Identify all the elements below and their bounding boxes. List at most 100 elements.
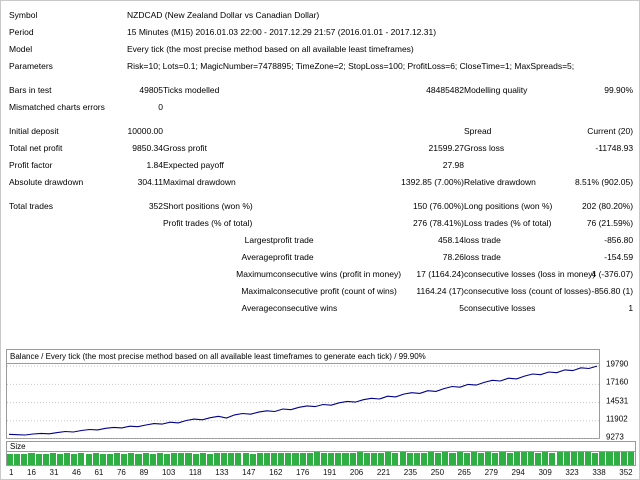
balance-chart: Balance / Every tick (the most precise m…: [6, 349, 636, 442]
stat-label: Total trades: [9, 200, 53, 211]
stat-value: 49805: [139, 84, 163, 95]
stat-label: consecutive losses (loss in money): [464, 268, 596, 279]
x-tick-label: 16: [27, 468, 36, 477]
size-bar: [563, 452, 570, 465]
size-bar: [585, 452, 592, 465]
x-tick-label: 279: [484, 468, 498, 477]
size-bar: [142, 452, 149, 465]
x-tick-label: 221: [376, 468, 391, 477]
stat-value: [127, 299, 163, 316]
stat-label: Absolute drawdown: [9, 176, 84, 187]
size-bars: [7, 452, 635, 465]
stat-label: Modelling quality: [464, 84, 528, 95]
size-bar: [171, 453, 178, 465]
stat-value: 5: [459, 302, 464, 313]
x-tick-label: 265: [457, 468, 472, 477]
balance-line-svg: [7, 365, 599, 439]
stat-row: Maximal consecutive profit (count of wins…: [9, 282, 633, 299]
stat-label: Short positions (won %): [163, 200, 253, 211]
x-tick-label: 31: [49, 468, 59, 477]
x-tick-label: 89: [139, 468, 149, 477]
stat-qualifier: Maximal: [241, 285, 273, 296]
trade-number-axis: 1 16 31 46 61 76 89 103 118 133 147 162 176 191 206 221…: [9, 468, 633, 477]
size-bar: [342, 452, 349, 465]
stat-row: Mismatched charts errors 0: [9, 98, 633, 115]
size-bar: [313, 452, 320, 465]
x-tick-label: 133: [215, 468, 229, 477]
size-bar: [399, 452, 406, 465]
size-bar: [328, 452, 335, 465]
size-bar: [35, 454, 42, 465]
size-bar: [206, 453, 213, 465]
size-bar: [213, 452, 221, 465]
stat-value: 1: [628, 302, 634, 313]
stat-label: Mismatched charts errors: [9, 101, 105, 112]
info-value: NZDCAD (New Zealand Dollar vs Canadian D…: [127, 9, 320, 20]
size-bar: [506, 452, 513, 465]
y-tick-label: 11902: [606, 414, 628, 424]
stat-value: 4 (-376.07): [591, 268, 634, 279]
size-bar: [599, 452, 606, 465]
stat-qualifier: Average: [241, 302, 273, 313]
stat-value: [573, 156, 633, 173]
size-bar: [106, 453, 114, 465]
size-bar: [520, 452, 527, 465]
stat-row: Profit trades (% of total) 276 (78.41%) Lo…: [9, 214, 633, 231]
stat-value: -154.59: [604, 251, 634, 262]
spacer-row: [9, 115, 633, 122]
size-bar: [456, 452, 463, 465]
size-bar: [292, 453, 299, 465]
size-bar: [78, 453, 85, 465]
stat-value: 78.26: [442, 251, 464, 262]
stat-value: 17 (1164.24): [416, 268, 464, 279]
stat-row: Average profit trade 78.26 loss trade -154.5…: [9, 248, 633, 265]
size-bar: [306, 453, 313, 465]
spacer: [9, 115, 633, 122]
x-tick-label: 76: [116, 468, 126, 477]
size-bar: [199, 453, 206, 465]
size-bar: [71, 454, 78, 465]
stat-label: profit trade: [273, 251, 314, 262]
size-bar: [235, 453, 242, 465]
stat-label: Maximal drawdown: [163, 176, 236, 187]
stat-row: Total trades 352 Short positions (won %) 15…: [9, 197, 633, 214]
stat-label: consecutive loss (count of losses): [464, 285, 592, 296]
y-tick-label: 14531: [606, 396, 629, 406]
stat-value: 276 (78.41%): [412, 217, 464, 228]
size-bar: [613, 452, 620, 465]
balance-chart-frame: Balance / Every tick (the most precise m…: [6, 349, 600, 439]
stat-row: Largest profit trade 458.14 loss trade -856.…: [9, 231, 633, 248]
size-bar: [185, 452, 192, 465]
size-bar: [135, 453, 142, 465]
stat-label: loss trade: [464, 234, 501, 245]
size-bar: [620, 452, 627, 465]
x-tick-label: 352: [619, 468, 633, 477]
stat-label: Bars in test: [9, 84, 52, 95]
size-bar: [278, 453, 285, 465]
size-bar: [92, 453, 99, 465]
size-bar: [470, 452, 477, 465]
info-value: Risk=10; Lots=0.1; MagicNumber=7478895; …: [127, 60, 575, 71]
stat-row: Average consecutive wins 5 consecutive loss…: [9, 299, 633, 316]
size-bar: [228, 452, 235, 465]
stat-value: 352: [148, 200, 163, 211]
size-bar: [99, 453, 106, 465]
size-bar: [392, 452, 399, 465]
size-bar: [249, 453, 256, 465]
size-bar: [627, 452, 634, 465]
stat-value: [127, 265, 163, 282]
size-bar: [577, 452, 585, 465]
size-bar: [56, 453, 64, 465]
x-tick-label: 191: [322, 468, 337, 477]
size-bar: [114, 453, 121, 465]
size-bar: [14, 453, 21, 465]
size-bar: [7, 454, 14, 465]
stat-row: Initial deposit 10000.00 Spread Current (20…: [9, 122, 633, 139]
x-tick-label: 309: [538, 468, 552, 477]
stat-value: 1164.24 (17): [416, 285, 464, 296]
size-chart-title: Size: [7, 442, 635, 452]
balance-chart-title: Balance / Every tick (the most precise m…: [7, 350, 599, 364]
x-tick-label: 235: [403, 468, 418, 477]
size-bar: [321, 453, 328, 465]
x-tick-label: 1: [9, 468, 14, 477]
